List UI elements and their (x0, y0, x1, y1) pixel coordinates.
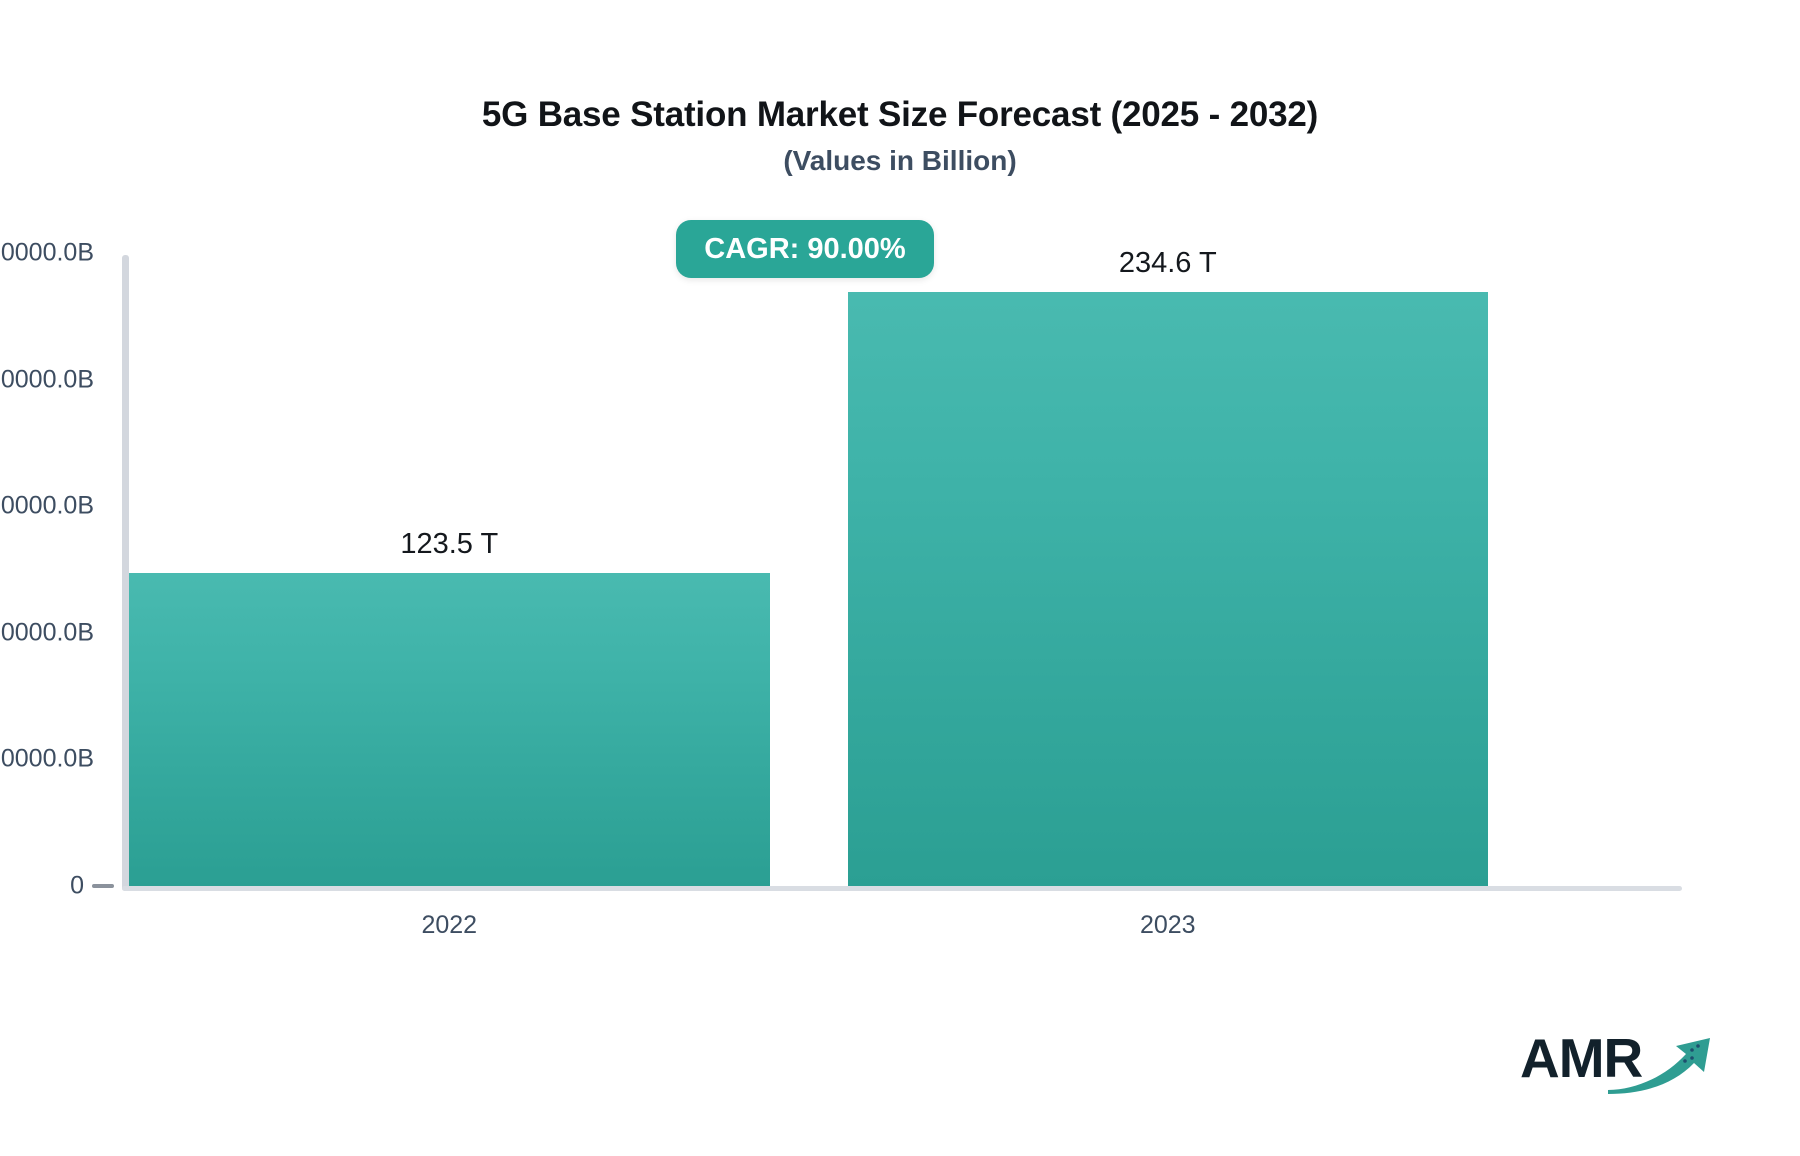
x-tick-label: 2023 (1139, 911, 1196, 939)
growth-arrow-icon (1608, 1038, 1710, 1094)
y-tick-label: 100000.0B (0, 618, 94, 647)
amr-logo-text: AMR (1520, 1027, 1643, 1089)
y-tick-label: 50000.0B (0, 744, 94, 773)
chart-title: 5G Base Station Market Size Forecast (20… (481, 95, 1319, 134)
y-tick-dash-zero (92, 884, 114, 888)
y-tick-label-zero: 0 (70, 871, 84, 900)
x-axis-line (122, 886, 1682, 891)
bar-value-label: 123.5 T (400, 528, 499, 561)
amr-logo: AMR (1520, 1020, 1710, 1096)
bar-value-label: 234.6 T (1118, 246, 1217, 279)
x-tick-label: 2022 (421, 911, 478, 939)
y-tick-label: 200000.0B (0, 365, 94, 394)
y-axis-line (122, 255, 129, 891)
cagr-badge: CAGR: 90.00% (676, 220, 934, 278)
chart-subtitle: (Values in Billion) (783, 145, 1017, 176)
cagr-badge-label: CAGR: 90.00% (704, 232, 906, 265)
bar-2022[interactable] (129, 573, 770, 886)
bar-2023[interactable] (847, 291, 1488, 886)
y-tick-label: 150000.0B (0, 491, 94, 520)
y-tick-label: 250000.0B (0, 238, 94, 267)
